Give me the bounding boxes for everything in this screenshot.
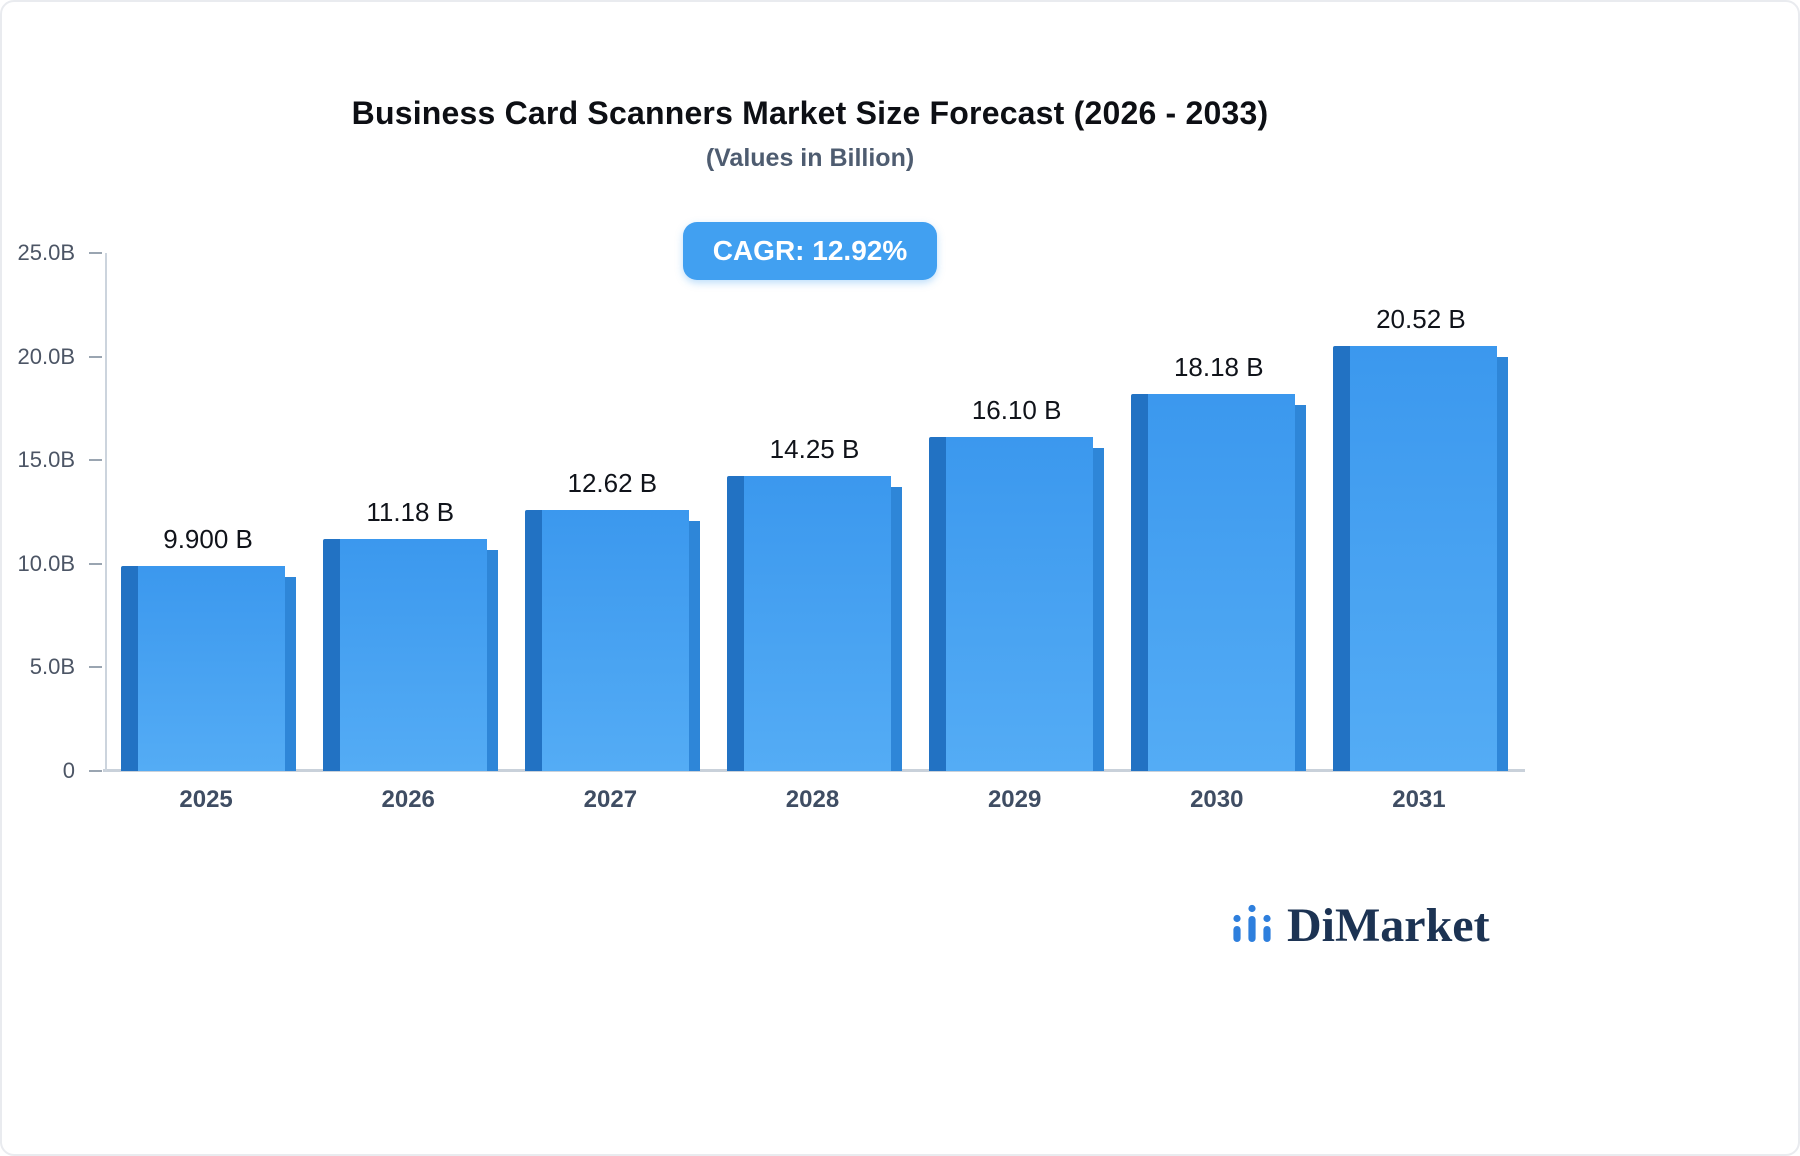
chart-subtitle: (Values in Billion): [705, 144, 915, 172]
bar-value-label: 20.52 B: [1376, 303, 1466, 334]
y-tick-mark: [89, 459, 102, 462]
bar-2025: 9.900 B: [120, 524, 296, 771]
bar-2027: 12.62 B: [524, 468, 700, 771]
cagr-badge: CAGR: 12.92%: [682, 222, 938, 280]
chart-title: Business Card Scanners Market Size Forec…: [351, 95, 1269, 131]
y-tick-mark: [89, 770, 102, 772]
brand-name: DiMarket: [1287, 899, 1490, 952]
bar-right-face: [1295, 405, 1307, 771]
bar-2028: 14.25 B: [727, 434, 902, 771]
bar-chart-logo-icon: [1228, 899, 1276, 950]
bar-front-face: [541, 509, 689, 771]
bar-front-face: [744, 475, 891, 771]
bar-front-face: [946, 437, 1094, 771]
bar-left-face: [929, 437, 947, 771]
y-tick-label: 10.0B: [17, 550, 76, 576]
x-tick-label: 2028: [785, 786, 840, 813]
plot-area: 9.900 B 11.18 B 12.62 B 14.25 B 16.10 B 18.18…: [105, 253, 1522, 771]
brand-logo: DiMarket: [1228, 899, 1490, 950]
y-tick-mark: [89, 355, 102, 358]
bar-value-label: 16.10 B: [971, 395, 1062, 426]
x-tick-label: 2030: [1190, 786, 1244, 813]
cagr-badge-row: CAGR: 12.92%: [0, 222, 1620, 280]
bar-right-face: [891, 486, 902, 771]
y-tick-label: 5.0B: [29, 654, 75, 680]
bar-right-face: [284, 576, 296, 771]
bar-front-face: [137, 565, 285, 771]
bar-left-face: [524, 509, 542, 771]
y-tick-label: 25.0B: [17, 240, 76, 265]
bar-value-label: 12.62 B: [567, 467, 658, 498]
x-tick-label: 2026: [381, 786, 435, 813]
chart-header: Business Card Scanners Market Size Forec…: [0, 0, 1620, 173]
bar-right-face: [486, 550, 498, 771]
x-tick-label: 2027: [583, 786, 638, 813]
y-tick-label: 20.0B: [17, 343, 76, 369]
bar-front-face: [1350, 345, 1498, 771]
bar-2030: 18.18 B: [1131, 352, 1307, 771]
y-tick-mark: [89, 666, 102, 669]
y-tick-label: 15.0B: [17, 447, 76, 473]
y-tick-mark: [89, 252, 102, 254]
bar-2029: 16.10 B: [929, 395, 1105, 771]
bar-left-face: [120, 565, 138, 771]
x-tick-label: 2025: [179, 786, 233, 813]
bar-right-face: [1093, 448, 1105, 771]
bar-front-face: [1148, 394, 1296, 771]
bar-left-face: [727, 475, 744, 771]
y-tick-mark: [89, 562, 102, 565]
bar-right-face: [688, 520, 700, 771]
bar-value-label: 14.25 B: [769, 433, 860, 464]
x-tick-label: 2031: [1392, 786, 1446, 813]
y-tick-label: 0: [62, 758, 75, 783]
bar-value-label: 11.18 B: [366, 497, 455, 528]
bar-left-face: [1131, 394, 1149, 771]
bar-value-label: 18.18 B: [1173, 352, 1264, 383]
bar-left-face: [1333, 345, 1351, 771]
bar-value-label: 9.900 B: [163, 523, 253, 554]
bar-2031: 20.52 B: [1333, 304, 1509, 771]
x-tick-label: 2029: [987, 786, 1042, 813]
bar-left-face: [322, 539, 340, 771]
bar-front-face: [339, 539, 487, 771]
bar-2026: 11.18 B: [322, 497, 498, 771]
bar-right-face: [1497, 356, 1509, 771]
